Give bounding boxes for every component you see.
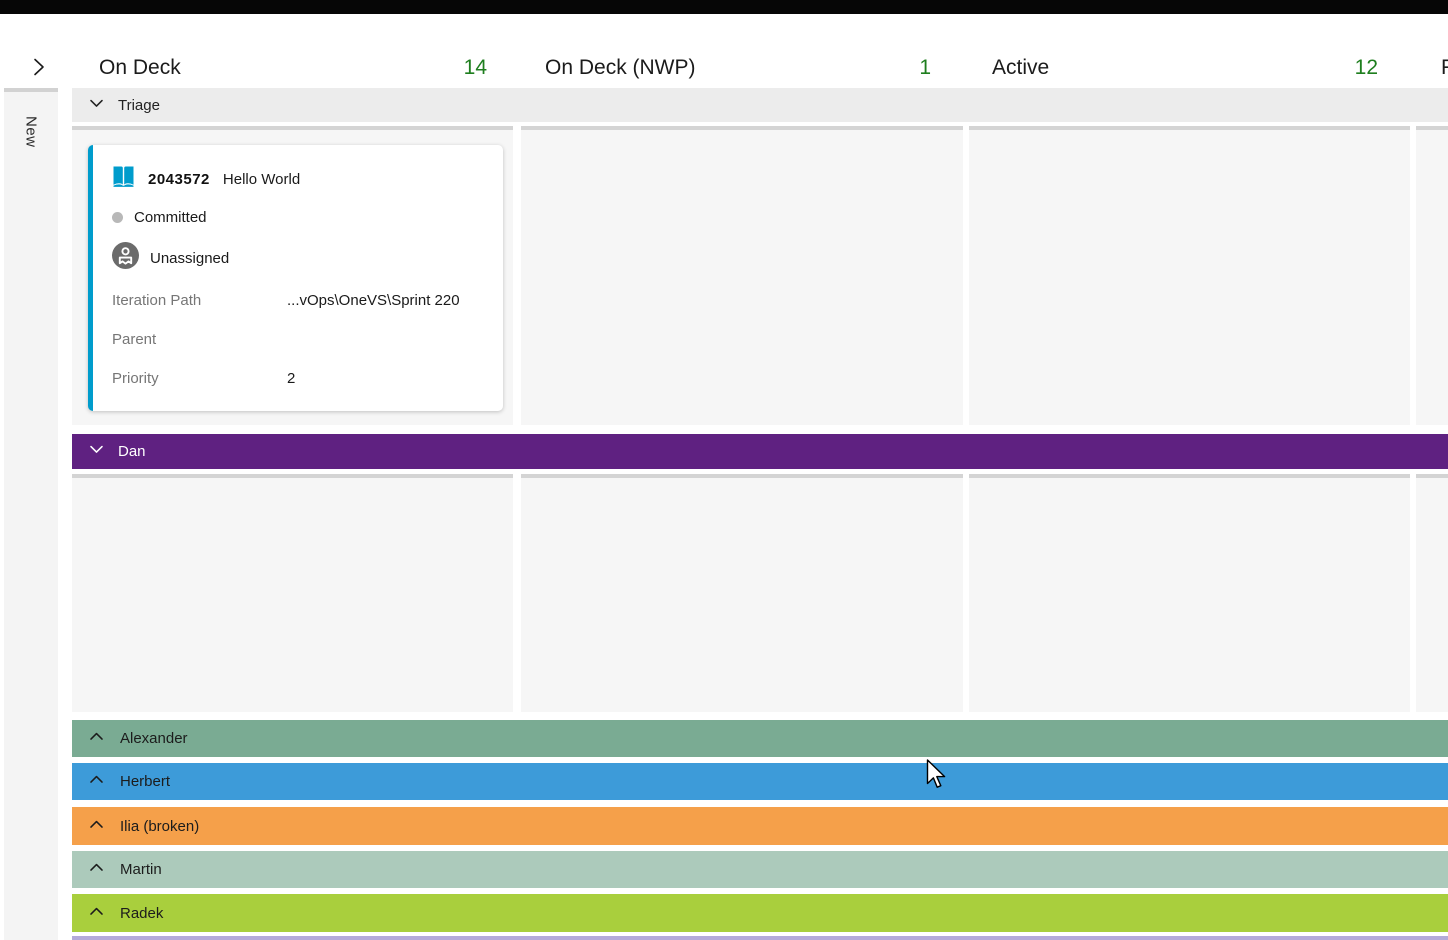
card-field-iteration-path: Iteration Path ...vOps\OneVS\Sprint 220 [112, 292, 484, 314]
assignee-label: Unassigned [150, 249, 230, 267]
swimlane-label: Dan [118, 443, 146, 460]
chevron-right-icon [28, 56, 50, 83]
swimlane-header-ilia[interactable]: Ilia (broken) [72, 807, 1448, 845]
avatar-icon [112, 242, 139, 274]
work-item-card[interactable]: 2043572 Hello World Committed Unassigned… [88, 145, 503, 411]
card-assignee-row[interactable]: Unassigned [112, 242, 484, 274]
swimlane-label: Triage [118, 96, 160, 114]
board-cell-dan-resolved[interactable] [1416, 474, 1448, 712]
work-item-title: Hello World [222, 170, 301, 188]
swimlane-header-partial[interactable] [72, 936, 1448, 940]
swimlane-label: Ilia (broken) [120, 817, 200, 835]
board-cell-dan-on-deck[interactable] [72, 474, 513, 712]
column-count-on-deck-nwp: 1 [919, 56, 931, 79]
field-label: Priority [112, 370, 159, 387]
column-count-active: 12 [1354, 56, 1378, 79]
board-cell-triage-resolved[interactable] [1416, 126, 1448, 425]
column-header-on-deck-nwp: On Deck (NWP) [545, 56, 696, 79]
swimlane-header-martin[interactable]: Martin [72, 851, 1448, 888]
board-cell-dan-on-deck-nwp[interactable] [521, 474, 963, 712]
state-dot [112, 211, 123, 223]
expand-new-column-button[interactable] [24, 54, 54, 84]
chevron-up-icon [88, 816, 105, 837]
work-item-id: 2043572 [148, 170, 210, 188]
state-label: Committed [134, 208, 207, 226]
swimlane-header-alexander[interactable]: Alexander [72, 720, 1448, 757]
swimlane-label: Martin [120, 861, 162, 878]
collapsed-column-new[interactable]: New [4, 88, 58, 940]
chevron-down-icon [88, 441, 105, 462]
field-label: Parent [112, 331, 157, 348]
column-header-resolved: Resolved [1441, 56, 1448, 80]
field-value[interactable]: ...vOps\OneVS\Sprint 220 [287, 292, 460, 309]
field-value[interactable]: 2 [287, 370, 296, 387]
card-field-priority: Priority 2 [112, 370, 484, 392]
book-icon [112, 166, 135, 192]
swimlane-label: Herbert [120, 773, 171, 790]
top-dark-bar [0, 0, 1448, 14]
chevron-up-icon [88, 859, 105, 880]
board-cell-triage-active[interactable] [969, 126, 1410, 425]
collapsed-column-label: New [22, 116, 40, 148]
swimlane-label: Alexander [120, 730, 188, 747]
swimlane-header-dan[interactable]: Dan [72, 434, 1448, 469]
swimlane-header-herbert[interactable]: Herbert [72, 763, 1448, 800]
card-field-parent: Parent [112, 331, 484, 353]
column-header-active: Active [992, 56, 1050, 79]
card-state-row: Committed [112, 206, 484, 228]
column-count-on-deck: 14 [463, 56, 487, 79]
chevron-up-icon [88, 771, 105, 792]
swimlane-label: Radek [120, 904, 164, 922]
board-cell-dan-active[interactable] [969, 474, 1410, 712]
board-cell-triage-on-deck-nwp[interactable] [521, 126, 963, 425]
field-label: Iteration Path [112, 292, 202, 309]
chevron-up-icon [88, 903, 105, 924]
swimlane-header-triage[interactable]: Triage [72, 88, 1448, 122]
chevron-down-icon [88, 95, 105, 116]
chevron-up-icon [88, 728, 105, 749]
column-header-on-deck: On Deck [99, 56, 181, 79]
card-title-row: 2043572 Hello World [112, 165, 484, 193]
swimlane-header-radek[interactable]: Radek [72, 894, 1448, 932]
board-column-headers: On Deck 14 On Deck (NWP) 1 Active 12 Res… [0, 14, 1448, 88]
